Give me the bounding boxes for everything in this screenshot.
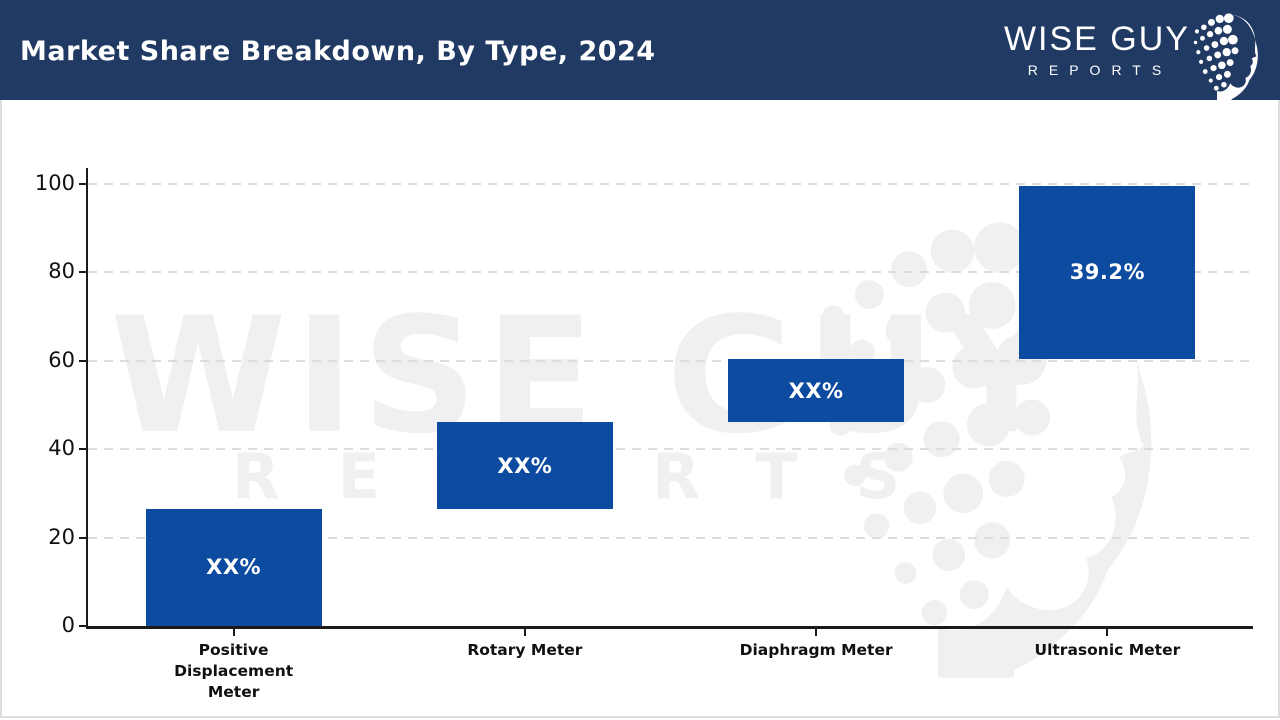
gridline — [88, 448, 1253, 450]
watermark-head-icon — [816, 222, 1152, 678]
x-axis-tick — [523, 629, 526, 636]
y-axis-tick-label: 0 — [61, 613, 75, 637]
wiseguy-head-icon — [1193, 13, 1258, 101]
x-axis-category-label: Positive Displacement Meter — [174, 641, 294, 701]
x-axis-line — [86, 626, 1253, 629]
y-axis-tick — [79, 359, 86, 362]
bar-value-label: XX% — [497, 453, 553, 478]
y-axis-tick — [79, 536, 86, 539]
gridline — [88, 359, 1253, 362]
logo-text: WISE GUY REPORTS — [1004, 20, 1190, 78]
bar-value-label: XX% — [206, 555, 262, 580]
y-axis-line — [86, 168, 88, 629]
y-axis-tick-label: 60 — [48, 347, 75, 372]
x-axis-tick — [1106, 629, 1109, 636]
bar-segment: 39.2% — [1019, 185, 1196, 360]
x-axis-tick — [815, 629, 818, 636]
bar-segment: XX% — [728, 359, 905, 423]
y-axis-tick-label: 100 — [34, 170, 75, 195]
x-axis-category-label: Ultrasonic Meter — [1034, 641, 1181, 659]
y-axis-tick — [79, 182, 86, 185]
y-axis-tick-label: 40 — [48, 436, 75, 460]
logo-subtitle: REPORTS — [1027, 62, 1173, 78]
logo-wordmark: WISE GUY — [1003, 20, 1190, 58]
gridline — [88, 182, 1253, 185]
x-axis-category-label: Rotary Meter — [467, 641, 583, 659]
x-axis-category-label: Diaphragm Meter — [739, 641, 893, 659]
y-axis-tick — [79, 625, 86, 627]
bar-value-label: 39.2% — [1069, 260, 1146, 285]
y-axis-tick — [79, 271, 86, 273]
x-axis-tick — [232, 629, 235, 636]
gridline — [88, 536, 1253, 539]
wiseguy-logo: WISE GUY REPORTS — [1004, 8, 1262, 101]
bar-value-label: XX% — [788, 378, 844, 403]
bar-segment: XX% — [145, 508, 322, 626]
bar-segment: XX% — [436, 422, 613, 509]
y-axis-tick — [79, 448, 86, 450]
header-bar: Market Share Breakdown, By Type, 2024 WI… — [0, 0, 1280, 101]
y-axis-tick-label: 80 — [48, 259, 75, 283]
y-axis-tick-label: 20 — [48, 524, 75, 549]
gridline — [88, 271, 1253, 273]
page-title: Market Share Breakdown, By Type, 2024 — [20, 36, 656, 67]
